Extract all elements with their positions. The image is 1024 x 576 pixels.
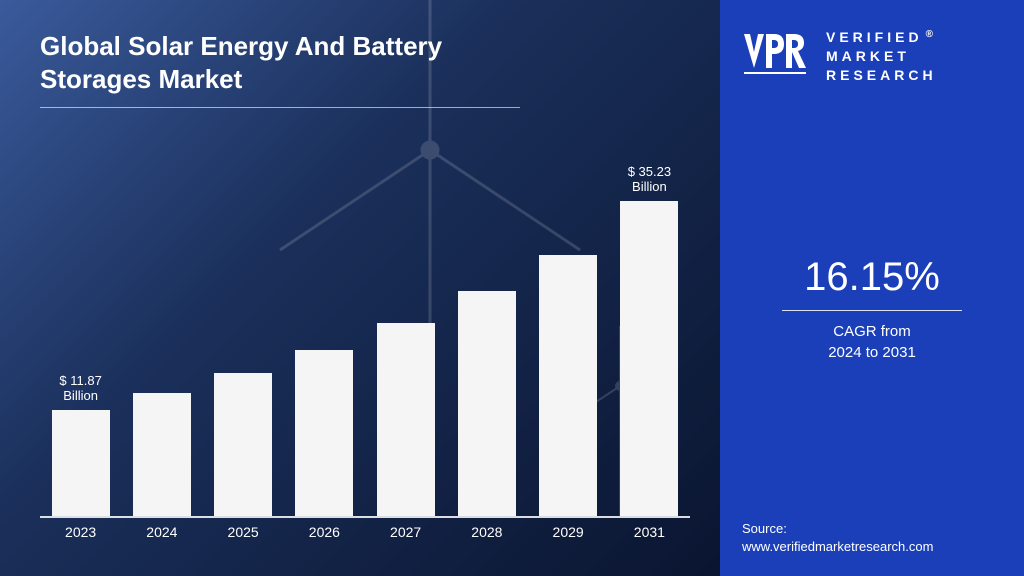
- cagr-value: 16.15%: [742, 255, 1002, 310]
- bar-wrap: $ 11.87Billion2023: [44, 373, 117, 516]
- bar: [620, 201, 678, 516]
- cagr-caption: CAGR from 2024 to 2031: [742, 321, 1002, 363]
- registered-mark: ®: [926, 29, 937, 40]
- brand-text: VERIFIED® MARKET RESEARCH: [826, 28, 937, 85]
- x-axis-label: 2031: [613, 524, 686, 540]
- brand-block: VERIFIED® MARKET RESEARCH: [742, 28, 1002, 85]
- bar-wrap: 2024: [125, 393, 198, 516]
- source-block: Source: www.verifiedmarketresearch.com: [742, 520, 1002, 556]
- source-label: Source:: [742, 520, 1002, 538]
- x-axis-label: 2027: [369, 524, 442, 540]
- bar: [539, 255, 597, 516]
- cagr-caption-line2: 2024 to 2031: [828, 344, 916, 361]
- bar: [52, 410, 110, 516]
- source-url: www.verifiedmarketresearch.com: [742, 538, 1002, 556]
- info-panel: VERIFIED® MARKET RESEARCH 16.15% CAGR fr…: [720, 0, 1024, 576]
- x-axis-label: 2029: [532, 524, 605, 540]
- bars-container: $ 11.87Billion20232024202520262027202820…: [40, 178, 690, 518]
- bar: [377, 323, 435, 516]
- chart-panel: Global Solar Energy And Battery Storages…: [0, 0, 720, 576]
- brand-line1: VERIFIED: [826, 29, 923, 45]
- x-axis-label: 2025: [207, 524, 280, 540]
- bar: [133, 393, 191, 516]
- bar-wrap: 2027: [369, 323, 442, 516]
- cagr-block: 16.15% CAGR from 2024 to 2031: [742, 255, 1002, 363]
- bar: [458, 291, 516, 516]
- bar-chart: $ 11.87Billion20232024202520262027202820…: [40, 128, 690, 548]
- x-axis-label: 2026: [288, 524, 361, 540]
- x-axis-label: 2023: [44, 524, 117, 540]
- vmr-logo-icon: [742, 28, 814, 76]
- cagr-caption-line1: CAGR from: [833, 323, 911, 340]
- bar: [295, 350, 353, 516]
- brand-line2: MARKET: [826, 47, 937, 66]
- x-axis-label: 2024: [125, 524, 198, 540]
- bar-wrap: $ 35.23Billion2031: [613, 164, 686, 516]
- bar: [214, 373, 272, 516]
- chart-title: Global Solar Energy And Battery Storages…: [40, 30, 520, 108]
- brand-line3: RESEARCH: [826, 66, 937, 85]
- bar-wrap: 2028: [450, 291, 523, 516]
- bar-value-label: $ 35.23Billion: [628, 164, 671, 195]
- bar-value-label: $ 11.87Billion: [59, 373, 101, 404]
- bar-wrap: 2025: [207, 373, 280, 516]
- cagr-divider: [782, 310, 962, 311]
- x-axis-label: 2028: [450, 524, 523, 540]
- bar-wrap: 2029: [532, 255, 605, 516]
- bar-wrap: 2026: [288, 350, 361, 516]
